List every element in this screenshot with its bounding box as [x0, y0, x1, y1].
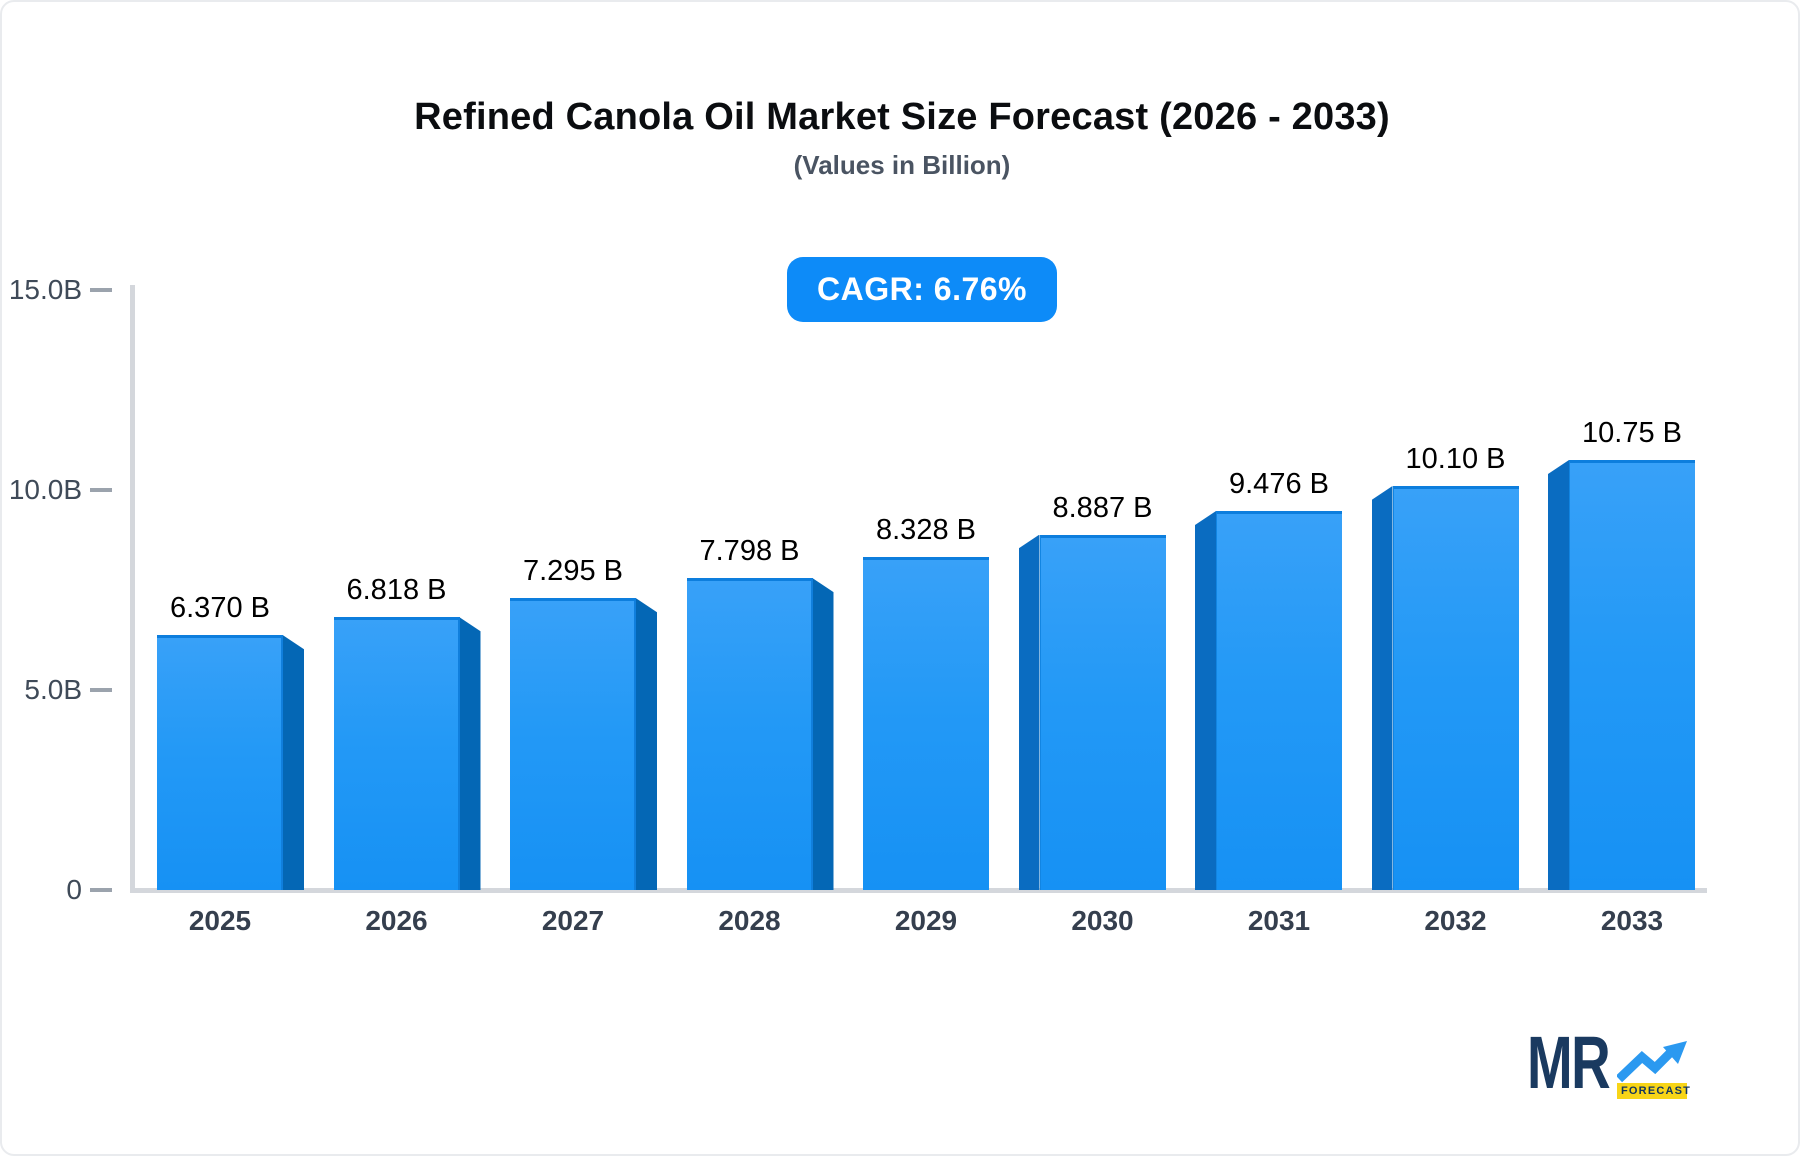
bar-value-label: 6.370 B: [170, 592, 270, 625]
y-tick: [90, 288, 112, 292]
x-tick-label: 2031: [1247, 905, 1311, 936]
logo: MR FORECAST: [1527, 1026, 1697, 1110]
bar-side: [1195, 510, 1216, 890]
bar-value-label: 7.295 B: [523, 555, 623, 588]
bar-value-label: 6.818 B: [346, 574, 447, 607]
bar: [510, 598, 636, 890]
bar-side: [1548, 460, 1569, 890]
bar-side: [636, 598, 657, 890]
bar-side: [283, 635, 304, 890]
x-axis-line: [130, 888, 1707, 893]
mr-logo-text: MR: [1527, 1021, 1611, 1104]
y-tick: [90, 688, 112, 692]
bar-side: [812, 578, 834, 890]
bar: [1392, 486, 1519, 890]
bar: [1039, 534, 1166, 890]
x-tick-label: 2032: [1424, 905, 1487, 936]
bar-value-label: 7.798 B: [699, 535, 800, 568]
chart-subtitle: (Values in Billion): [793, 150, 1011, 180]
bar: [686, 578, 813, 890]
bar-value-label: 9.476 B: [1229, 467, 1329, 500]
bar: [333, 617, 460, 890]
bar-value-label: 8.887 B: [1052, 491, 1153, 524]
x-tick-label: 2026: [365, 905, 428, 936]
x-tick-label: 2025: [188, 905, 252, 936]
y-tick-label: 5.0B: [24, 674, 82, 705]
bar-side: [1371, 486, 1393, 890]
bar-side: [459, 617, 481, 890]
chart-title: Refined Canola Oil Market Size Forecast …: [414, 96, 1390, 138]
x-tick-label: 2033: [1600, 905, 1664, 936]
bar: [863, 556, 989, 890]
y-axis-line: [130, 285, 135, 893]
logo-trend-arrow-icon: [1617, 1041, 1687, 1083]
y-tick-label: 15.0B: [8, 274, 82, 305]
cagr-badge: CAGR: 6.76%: [787, 257, 1057, 322]
y-tick-label: 0: [66, 874, 82, 905]
bar-value-label: 8.328 B: [876, 513, 976, 546]
x-tick-label: 2027: [541, 905, 605, 936]
bar-side: [1018, 534, 1040, 890]
bar: [1216, 510, 1342, 890]
y-tick: [90, 488, 112, 492]
bar-value-label: 10.10 B: [1405, 443, 1506, 475]
logo-forecast-tag: FORECAST: [1617, 1083, 1690, 1099]
bar: [1569, 460, 1695, 890]
x-tick-label: 2029: [894, 905, 958, 936]
x-tick-label: 2028: [718, 905, 781, 936]
y-tick: [90, 888, 112, 892]
y-tick-label: 10.0B: [8, 474, 82, 505]
bar-value-label: 10.75 B: [1582, 417, 1682, 449]
x-tick-label: 2030: [1071, 905, 1134, 936]
bar: [157, 635, 283, 890]
